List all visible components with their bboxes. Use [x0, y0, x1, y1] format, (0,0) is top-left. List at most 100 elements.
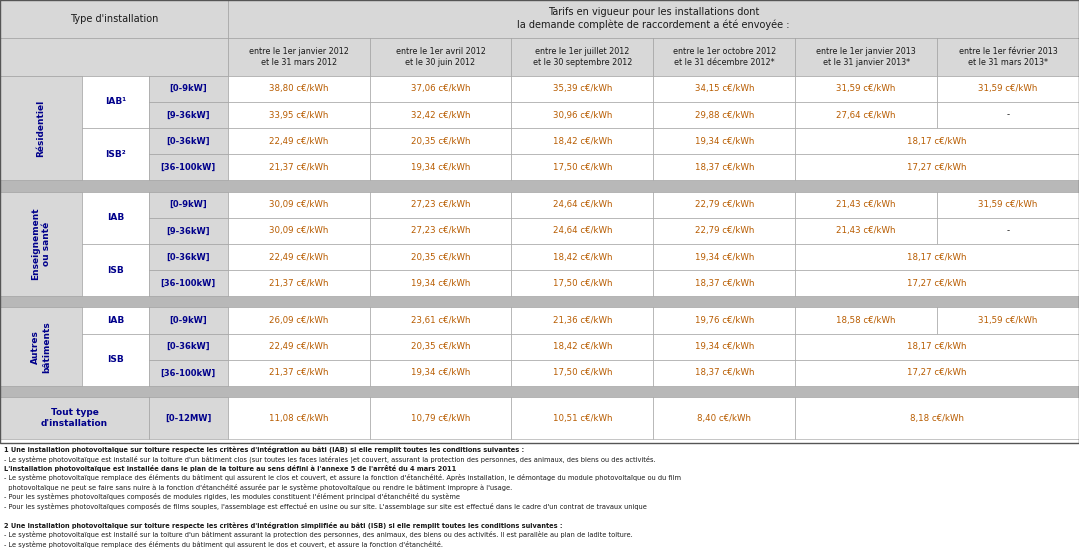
Bar: [511, 360, 654, 386]
Text: 19,34 c€/kWh: 19,34 c€/kWh: [695, 252, 754, 262]
Text: [0-36kW]: [0-36kW]: [166, 136, 210, 146]
Bar: [511, 76, 654, 102]
Bar: [0, 386, 1079, 397]
Bar: [369, 76, 511, 102]
Text: 18,17 c€/kWh: 18,17 c€/kWh: [907, 136, 967, 146]
Bar: [654, 102, 795, 128]
Bar: [369, 397, 511, 439]
Text: 18,17 c€/kWh: 18,17 c€/kWh: [907, 342, 967, 351]
Bar: [228, 0, 1079, 38]
Bar: [938, 192, 1079, 218]
Text: 33,95 c€/kWh: 33,95 c€/kWh: [269, 110, 328, 120]
Text: photovoltaïque ne peut se faire sans nuire à la fonction d'étanchéité assurée pa: photovoltaïque ne peut se faire sans nui…: [4, 483, 513, 491]
Text: 18,37 c€/kWh: 18,37 c€/kWh: [695, 368, 754, 378]
Bar: [511, 307, 654, 334]
Bar: [938, 218, 1079, 244]
Bar: [228, 128, 369, 154]
Bar: [369, 102, 511, 128]
Text: [36-100kW]: [36-100kW]: [161, 163, 216, 172]
Text: [0-12MW]: [0-12MW]: [165, 413, 211, 423]
Bar: [369, 128, 511, 154]
Text: entre le 1er février 2013
et le 31 mars 2013*: entre le 1er février 2013 et le 31 mars …: [958, 47, 1057, 67]
Bar: [938, 102, 1079, 128]
Text: Enseignement
ou santé: Enseignement ou santé: [31, 208, 51, 280]
Text: 10,51 c€/kWh: 10,51 c€/kWh: [552, 413, 612, 423]
Text: IAB¹: IAB¹: [105, 97, 126, 106]
Text: ISB: ISB: [107, 355, 124, 364]
Bar: [228, 334, 369, 360]
Text: 22,49 c€/kWh: 22,49 c€/kWh: [269, 342, 328, 351]
Text: 17,50 c€/kWh: 17,50 c€/kWh: [552, 368, 612, 378]
Text: 21,37 c€/kWh: 21,37 c€/kWh: [269, 163, 328, 172]
Text: 19,34 c€/kWh: 19,34 c€/kWh: [695, 136, 754, 146]
Bar: [0, 192, 82, 296]
Bar: [369, 244, 511, 270]
Bar: [369, 334, 511, 360]
Bar: [0, 0, 1079, 443]
Text: - Pour les systèmes photovoltaïques composés de modules rigides, les modules con: - Pour les systèmes photovoltaïques comp…: [4, 493, 461, 500]
Text: 31,59 c€/kWh: 31,59 c€/kWh: [979, 200, 1038, 209]
Bar: [369, 38, 511, 76]
Text: entre le 1er octobre 2012
et le 31 décembre 2012*: entre le 1er octobre 2012 et le 31 décem…: [672, 47, 776, 67]
Text: 18,58 c€/kWh: 18,58 c€/kWh: [836, 316, 896, 325]
Bar: [795, 360, 1079, 386]
Text: Résidentiel: Résidentiel: [37, 100, 45, 157]
Bar: [654, 360, 795, 386]
Bar: [149, 397, 228, 439]
Bar: [511, 192, 654, 218]
Text: entre le 1er avril 2012
et le 30 juin 2012: entre le 1er avril 2012 et le 30 juin 20…: [396, 47, 486, 67]
Text: Tarifs en vigueur pour les installations dont
la demande complète de raccordemen: Tarifs en vigueur pour les installations…: [517, 7, 790, 31]
Bar: [228, 360, 369, 386]
Text: 1 Une installation photovoltaïque sur toiture respecte les critères d'intégratio: 1 Une installation photovoltaïque sur to…: [4, 446, 524, 453]
Bar: [654, 154, 795, 180]
Text: 18,42 c€/kWh: 18,42 c€/kWh: [552, 136, 612, 146]
Text: Type d'installation: Type d'installation: [70, 14, 158, 24]
Bar: [228, 244, 369, 270]
Bar: [228, 154, 369, 180]
Bar: [795, 154, 1079, 180]
Bar: [149, 102, 228, 128]
Bar: [795, 128, 1079, 154]
Bar: [82, 334, 149, 386]
Text: 22,49 c€/kWh: 22,49 c€/kWh: [269, 136, 328, 146]
Text: 27,64 c€/kWh: 27,64 c€/kWh: [836, 110, 896, 120]
Text: [0-36kW]: [0-36kW]: [166, 342, 210, 351]
Bar: [654, 244, 795, 270]
Bar: [654, 334, 795, 360]
Bar: [369, 270, 511, 296]
Text: 20,35 c€/kWh: 20,35 c€/kWh: [411, 136, 470, 146]
Bar: [0, 180, 1079, 192]
Text: 10,79 c€/kWh: 10,79 c€/kWh: [411, 413, 470, 423]
Bar: [795, 307, 938, 334]
Text: 8,40 c€/kWh: 8,40 c€/kWh: [697, 413, 751, 423]
Bar: [795, 76, 938, 102]
Bar: [511, 270, 654, 296]
Bar: [795, 102, 938, 128]
Bar: [795, 218, 938, 244]
Text: 19,34 c€/kWh: 19,34 c€/kWh: [411, 278, 470, 288]
Bar: [511, 128, 654, 154]
Bar: [149, 307, 228, 334]
Bar: [369, 307, 511, 334]
Bar: [511, 102, 654, 128]
Text: 22,49 c€/kWh: 22,49 c€/kWh: [269, 252, 328, 262]
Bar: [369, 360, 511, 386]
Bar: [82, 192, 149, 244]
Text: Autres
bâtiments: Autres bâtiments: [31, 321, 51, 373]
Bar: [149, 76, 228, 102]
Bar: [938, 307, 1079, 334]
Bar: [149, 128, 228, 154]
Bar: [511, 38, 654, 76]
Text: [36-100kW]: [36-100kW]: [161, 368, 216, 378]
Text: 23,61 c€/kWh: 23,61 c€/kWh: [411, 316, 470, 325]
Text: 20,35 c€/kWh: 20,35 c€/kWh: [411, 252, 470, 262]
Bar: [82, 307, 149, 334]
Text: 11,08 c€/kWh: 11,08 c€/kWh: [269, 413, 328, 423]
Bar: [795, 334, 1079, 360]
Text: 17,50 c€/kWh: 17,50 c€/kWh: [552, 278, 612, 288]
Text: 22,79 c€/kWh: 22,79 c€/kWh: [695, 226, 754, 236]
Text: 18,37 c€/kWh: 18,37 c€/kWh: [695, 278, 754, 288]
Text: 24,64 c€/kWh: 24,64 c€/kWh: [552, 200, 612, 209]
Bar: [654, 192, 795, 218]
Bar: [654, 128, 795, 154]
